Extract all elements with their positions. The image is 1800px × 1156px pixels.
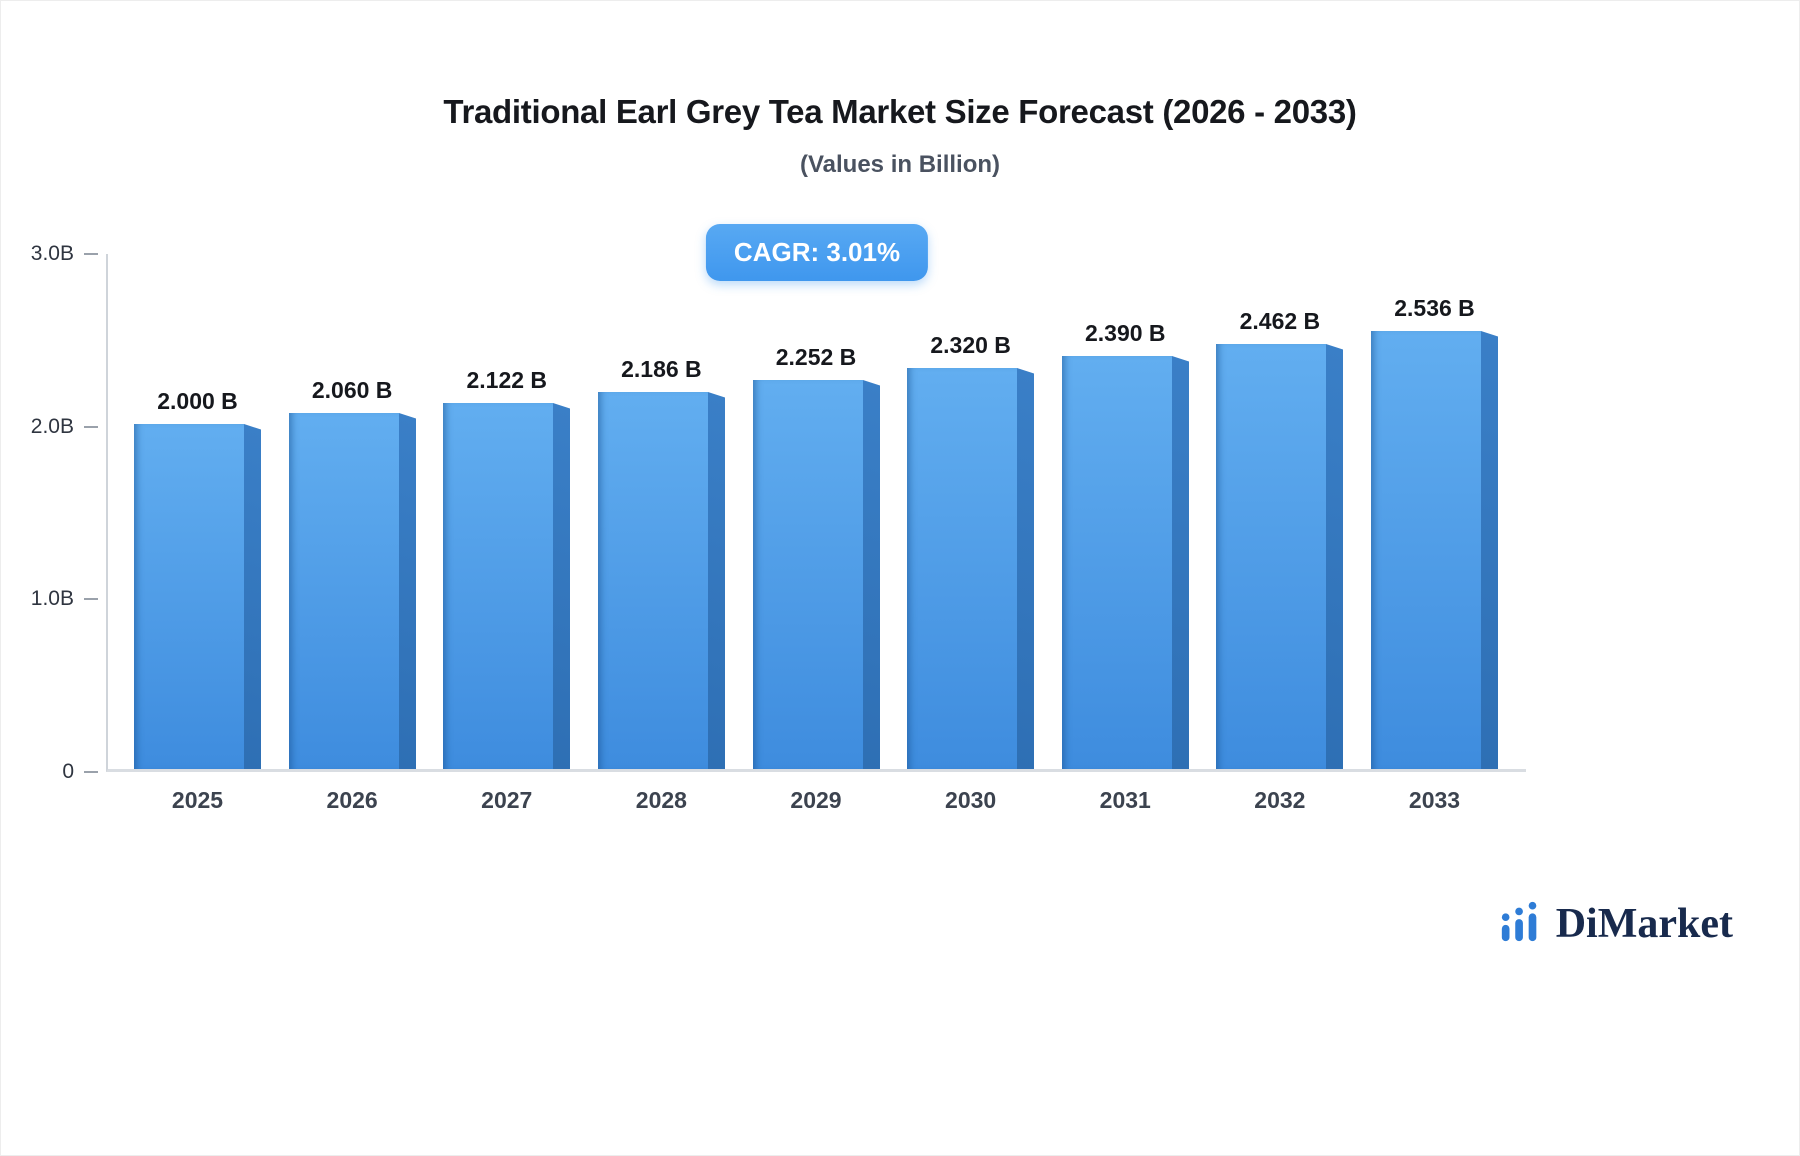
bar-side-face (862, 380, 880, 769)
bar-value-label: 2.536 B (1394, 295, 1475, 322)
bar-front-face (1371, 331, 1481, 769)
bar-side-face (1481, 331, 1498, 769)
logo: DiMarket (1498, 899, 1733, 945)
x-axis-label: 2027 (481, 787, 533, 813)
x-axis-label: 2032 (1254, 787, 1306, 813)
plot-area: CAGR: 3.01% 3.0B 2.0B 1.0B 0 2.000 B 2025 2.0… (31, 224, 1526, 813)
bar-value-label: 2.000 B (157, 387, 238, 414)
bar-value-label: 2.060 B (311, 377, 393, 404)
y-tick: 0 (62, 760, 98, 784)
bar-value-label: 2.462 B (1239, 307, 1321, 334)
logo-text: DiMarket (1555, 901, 1733, 947)
bar-group-2028[interactable]: 2.186 B 2028 (597, 355, 725, 813)
bar-side-face (707, 391, 725, 769)
bar-side-face (398, 413, 416, 769)
bar-front-face (134, 423, 244, 769)
x-axis-label: 2029 (790, 787, 842, 813)
bar[interactable] (1216, 343, 1344, 769)
bar[interactable] (288, 413, 416, 769)
y-tick: 1.0B (31, 587, 98, 611)
y-tick-label: 3.0B (30, 242, 74, 265)
bar[interactable] (597, 391, 725, 769)
chart-header: Traditional Earl Grey Tea Market Size Fo… (1, 1, 1799, 179)
bar-front-face (907, 368, 1018, 769)
y-tick-mark (84, 598, 98, 601)
bar-value-label: 2.390 B (1084, 320, 1166, 347)
bar-side-face (553, 402, 571, 769)
bar[interactable] (1371, 331, 1498, 769)
x-axis-label: 2025 (171, 787, 224, 813)
bar[interactable] (907, 368, 1035, 769)
bar-front-face (752, 380, 863, 769)
bar-side-face (244, 423, 261, 769)
bar-side-face (1017, 368, 1035, 769)
bar-front-face (1061, 356, 1172, 769)
bar-value-label: 2.122 B (466, 366, 548, 393)
y-tick-mark (84, 253, 98, 255)
bar-group-2026[interactable]: 2.060 B 2026 (288, 377, 416, 813)
chart-subtitle: (Values in Billion) (799, 151, 1001, 178)
bar-side-face (1171, 356, 1189, 769)
bar-group-2025[interactable]: 2.000 B 2025 (134, 387, 261, 813)
y-tick-label: 0 (62, 760, 74, 783)
bar-front-face (597, 391, 708, 769)
bar-group-2029[interactable]: 2.252 B 2029 (752, 344, 880, 813)
bar-group-2030[interactable]: 2.320 B 2030 (907, 332, 1035, 813)
bar[interactable] (443, 402, 571, 769)
bar-group-2027[interactable]: 2.122 B 2027 (443, 366, 571, 813)
bar-front-face (288, 413, 399, 769)
y-tick-mark (84, 771, 98, 773)
y-tick-label: 2.0B (30, 414, 74, 438)
x-axis-label: 2028 (635, 787, 687, 813)
bar[interactable] (134, 423, 261, 769)
x-axis-label: 2026 (326, 787, 378, 813)
bar-front-face (443, 402, 554, 769)
bar-side-face (1326, 343, 1344, 769)
bar-chart-icon (1501, 901, 1537, 942)
bar-value-label: 2.252 B (775, 344, 857, 371)
y-tick: 3.0B (31, 242, 98, 266)
bar-group-2032[interactable]: 2.462 B 2032 (1216, 307, 1344, 813)
bar-group-2033[interactable]: 2.536 B 2033 (1371, 295, 1498, 813)
bar-value-label: 2.186 B (621, 355, 702, 382)
bar[interactable] (752, 380, 880, 769)
bar-front-face (1216, 343, 1327, 769)
x-axis-label: 2033 (1408, 787, 1461, 813)
bar-value-label: 2.320 B (930, 332, 1011, 359)
bar[interactable] (1061, 356, 1189, 769)
y-tick-label: 1.0B (30, 587, 74, 611)
bars-row: 2.000 B 2025 2.060 B 2026 2.122 B 2027 2.186 B… (108, 254, 1526, 813)
y-tick-mark (84, 425, 98, 428)
x-axis-label: 2031 (1099, 787, 1151, 813)
bar-group-2031[interactable]: 2.390 B 2031 (1061, 320, 1189, 813)
cagr-badge: CAGR: 3.01% (705, 224, 929, 281)
y-tick: 2.0B (31, 415, 98, 439)
x-axis-label: 2030 (945, 787, 997, 813)
chart-title: Traditional Earl Grey Tea Market Size Fo… (443, 93, 1357, 130)
